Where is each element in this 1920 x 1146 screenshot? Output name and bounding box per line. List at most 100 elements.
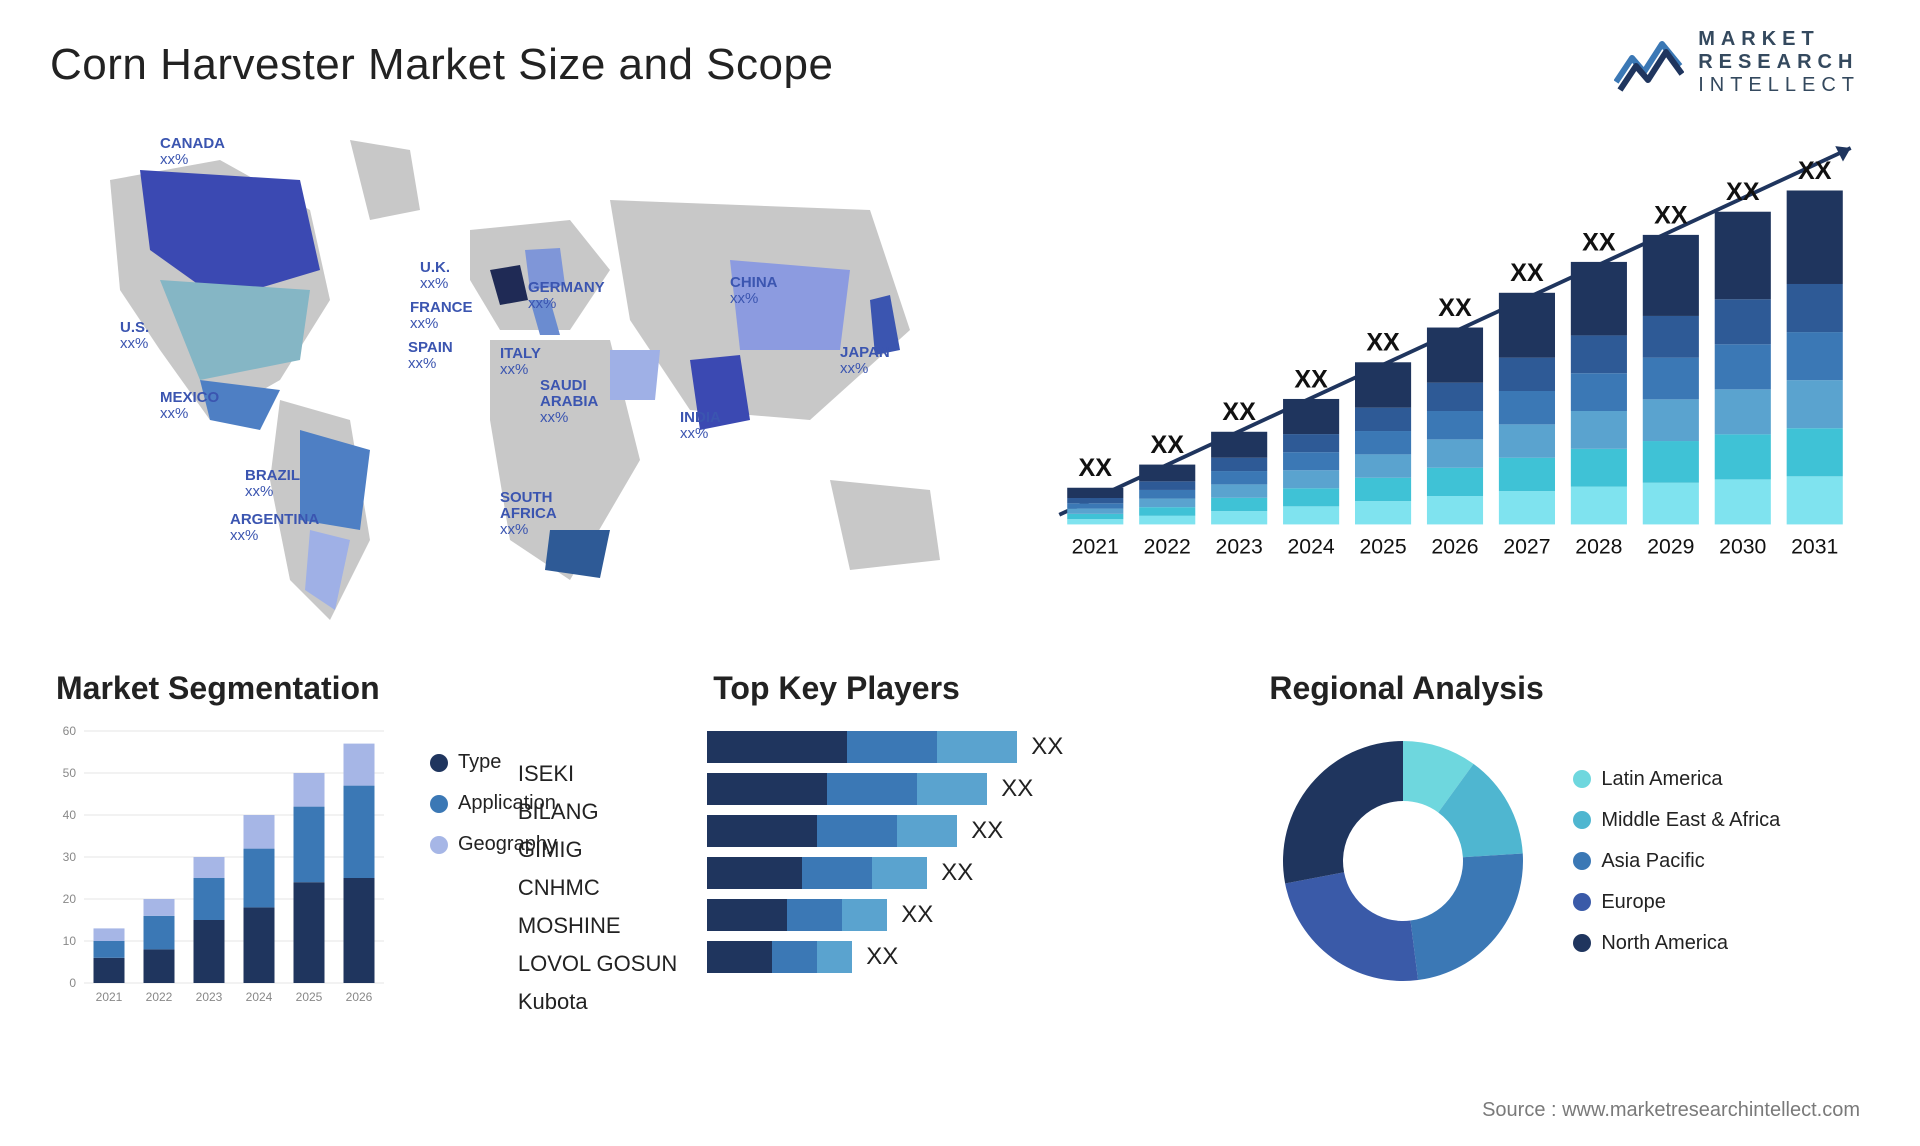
growth-bar-segment xyxy=(1499,458,1555,491)
map-label: JAPANxx% xyxy=(840,345,890,377)
keyplayer-row: XX xyxy=(707,899,1263,931)
growth-bar-value: XX xyxy=(1438,294,1472,322)
map-label: CHINAxx% xyxy=(730,275,778,307)
keyplayer-value-label: XX xyxy=(1001,775,1033,803)
seg-bar-segment xyxy=(344,786,375,878)
growth-bar-value: XX xyxy=(1222,398,1256,426)
growth-bar-segment xyxy=(1139,490,1195,499)
svg-text:60: 60 xyxy=(63,724,77,738)
growth-bar-segment xyxy=(1787,476,1843,524)
logo-line3: INTELLECT xyxy=(1698,74,1860,97)
growth-bar-value: XX xyxy=(1510,259,1544,287)
growth-bar-segment xyxy=(1571,373,1627,411)
svg-text:0: 0 xyxy=(69,976,76,990)
player-list-item: CNHMC xyxy=(518,875,677,901)
keyplayer-value-label: XX xyxy=(941,859,973,887)
growth-bar-segment xyxy=(1571,262,1627,336)
keyplayers-panel: Top Key Players XXXXXXXXXXXX xyxy=(707,670,1263,1041)
growth-bar-segment xyxy=(1067,488,1123,498)
seg-bar-segment xyxy=(144,916,175,950)
regional-donut-chart xyxy=(1263,721,1543,1001)
growth-bar-value: XX xyxy=(1150,431,1184,459)
growth-bar-segment xyxy=(1715,299,1771,344)
map-label: SOUTHAFRICAxx% xyxy=(500,490,557,537)
svg-text:10: 10 xyxy=(63,934,77,948)
growth-bar-segment xyxy=(1643,316,1699,358)
seg-bar-segment xyxy=(244,849,275,908)
keyplayer-bar-segment xyxy=(802,857,872,889)
legend-item: Latin America xyxy=(1573,768,1780,791)
keyplayer-bar-segment xyxy=(937,731,1017,763)
growth-bar-year: 2026 xyxy=(1431,535,1478,558)
keyplayers-bars: XX XX XX XX XX XX xyxy=(707,721,1263,973)
growth-bar-year: 2022 xyxy=(1144,535,1191,558)
growth-bar-segment xyxy=(1571,487,1627,525)
growth-bar-segment xyxy=(1355,362,1411,407)
keyplayer-row: XX xyxy=(707,857,1263,889)
growth-bar-segment xyxy=(1427,496,1483,524)
growth-bar-value: XX xyxy=(1582,228,1616,256)
growth-bar-value: XX xyxy=(1366,329,1400,357)
donut-slice xyxy=(1283,741,1403,883)
keyplayer-bar-segment xyxy=(772,941,817,973)
map-label: ARGENTINAxx% xyxy=(230,512,319,544)
svg-text:50: 50 xyxy=(63,766,77,780)
growth-bar-year: 2030 xyxy=(1719,535,1766,558)
keyplayer-value-label: XX xyxy=(866,943,898,971)
regional-legend: Latin AmericaMiddle East & AfricaAsia Pa… xyxy=(1573,768,1780,955)
seg-bar-segment xyxy=(144,949,175,983)
growth-bar-value: XX xyxy=(1654,201,1688,229)
growth-bar-segment xyxy=(1211,432,1267,458)
player-list-item: BILANG xyxy=(518,799,677,825)
brand-logo: MARKET RESEARCH INTELLECT xyxy=(1614,28,1860,97)
growth-bar-segment xyxy=(1283,434,1339,452)
keyplayer-bar-segment xyxy=(707,731,847,763)
growth-bar-segment xyxy=(1571,449,1627,487)
growth-bar-segment xyxy=(1787,380,1843,428)
segmentation-chart: 0102030405060202120222023202420252026 xyxy=(50,721,410,1041)
seg-bar-segment xyxy=(244,815,275,849)
growth-bar-value: XX xyxy=(1798,157,1832,185)
svg-text:2023: 2023 xyxy=(196,990,223,1004)
map-label: SAUDIARABIAxx% xyxy=(540,378,598,425)
seg-bar-segment xyxy=(244,907,275,983)
player-list-item: Kubota xyxy=(518,989,677,1015)
seg-bar-segment xyxy=(194,857,225,878)
growth-bar-segment xyxy=(1787,190,1843,284)
keyplayer-value-label: XX xyxy=(1031,733,1063,761)
growth-bar-year: 2024 xyxy=(1288,535,1335,558)
growth-bar-segment xyxy=(1643,235,1699,316)
keyplayer-bar-segment xyxy=(842,899,887,931)
segmentation-panel: Market Segmentation 01020304050602021202… xyxy=(50,670,707,1041)
keyplayer-bar-segment xyxy=(872,857,927,889)
svg-text:20: 20 xyxy=(63,892,77,906)
seg-bar-segment xyxy=(294,807,325,883)
map-label: SPAINxx% xyxy=(408,340,453,372)
keyplayer-row: XX xyxy=(707,815,1263,847)
growth-bar-value: XX xyxy=(1079,454,1113,482)
keyplayer-bar-segment xyxy=(707,941,772,973)
growth-bar-segment xyxy=(1067,519,1123,524)
seg-bar-segment xyxy=(344,744,375,786)
seg-bar-segment xyxy=(294,773,325,807)
growth-bar-segment xyxy=(1355,408,1411,431)
growth-bar-segment xyxy=(1139,481,1195,490)
world-map: CANADAxx%U.S.xx%MEXICOxx%BRAZILxx%ARGENT… xyxy=(50,100,1010,640)
map-label: MEXICOxx% xyxy=(160,390,219,422)
growth-bar-segment xyxy=(1643,441,1699,483)
player-list-item: GIMIG xyxy=(518,837,677,863)
svg-text:30: 30 xyxy=(63,850,77,864)
growth-bar-year: 2028 xyxy=(1575,535,1622,558)
growth-bar-segment xyxy=(1499,391,1555,424)
growth-bar-year: 2029 xyxy=(1647,535,1694,558)
growth-bar-segment xyxy=(1499,358,1555,391)
donut-slice xyxy=(1411,853,1523,980)
growth-bar-year: 2031 xyxy=(1791,535,1838,558)
keyplayer-row: XX xyxy=(707,773,1263,805)
svg-text:2021: 2021 xyxy=(96,990,123,1004)
growth-bar-segment xyxy=(1715,479,1771,524)
growth-bar-segment xyxy=(1355,501,1411,524)
map-label: ITALYxx% xyxy=(500,346,541,378)
keyplayer-bar-segment xyxy=(817,941,852,973)
growth-bar-segment xyxy=(1067,509,1123,514)
